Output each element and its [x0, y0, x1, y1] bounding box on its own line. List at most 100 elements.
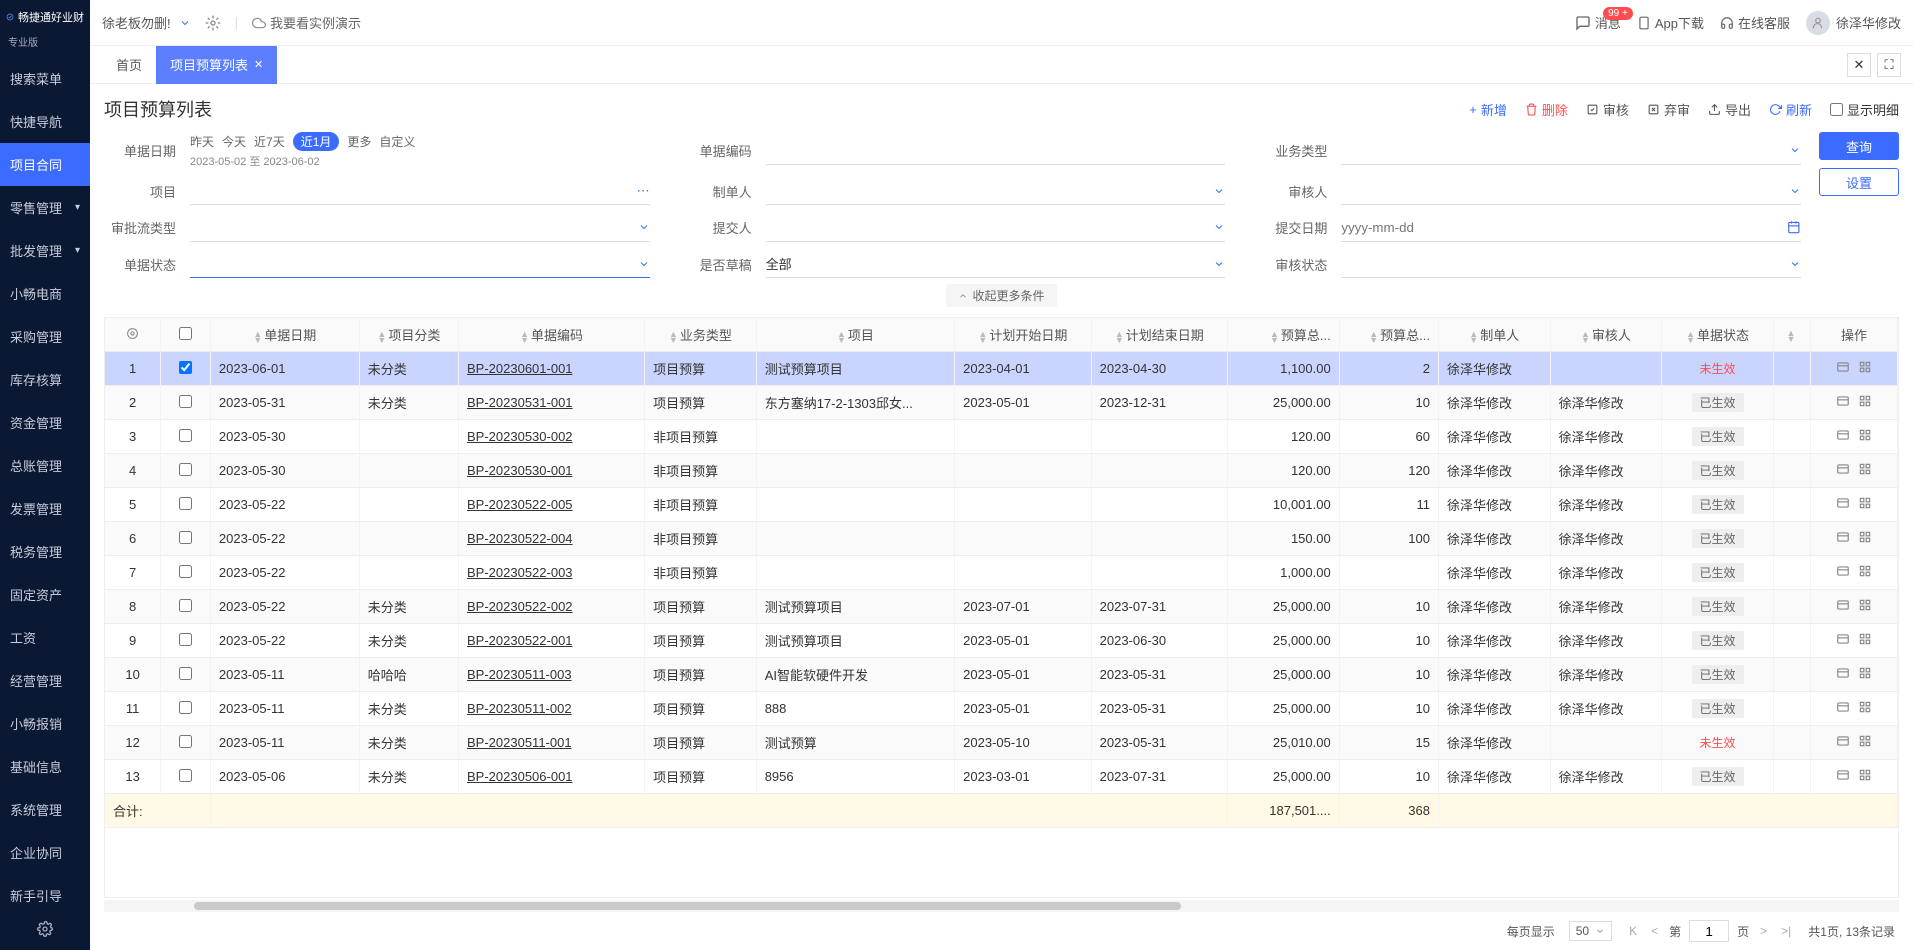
tabs-close-all[interactable]: ✕ [1847, 53, 1871, 77]
cell-code[interactable]: BP-20230522-003 [459, 556, 645, 590]
row-checkbox[interactable] [179, 429, 192, 442]
view-icon[interactable] [1836, 462, 1850, 476]
view-icon[interactable] [1836, 666, 1850, 680]
table-row[interactable]: 7 2023-05-22 BP-20230522-003 非项目预算 1,000… [105, 556, 1898, 590]
gear-icon[interactable] [205, 15, 221, 31]
draft-select[interactable]: 全部 [766, 250, 1226, 278]
biztype-select[interactable] [1341, 137, 1801, 165]
table-row[interactable]: 6 2023-05-22 BP-20230522-004 非项目预算 150.0… [105, 522, 1898, 556]
cell-code[interactable]: BP-20230511-001 [459, 726, 645, 760]
cell-code[interactable]: BP-20230531-001 [459, 386, 645, 420]
more-icon[interactable] [1858, 598, 1872, 612]
cell-code[interactable]: BP-20230511-003 [459, 658, 645, 692]
row-checkbox[interactable] [179, 701, 192, 714]
flowtype-select[interactable] [190, 214, 650, 242]
col-category[interactable]: ▲▼项目分类 [359, 318, 458, 352]
sidebar-item-2[interactable]: 项目合同 [0, 143, 90, 186]
table-row[interactable]: 12 2023-05-11 未分类 BP-20230511-001 项目预算 测… [105, 726, 1898, 760]
sidebar-item-10[interactable]: 发票管理 [0, 487, 90, 530]
col-auditor[interactable]: ▲▼审核人 [1550, 318, 1662, 352]
config-button[interactable]: 设置 [1819, 168, 1899, 196]
docstatus-select[interactable] [190, 250, 650, 278]
more-icon[interactable] [1858, 360, 1872, 374]
row-checkbox[interactable] [179, 565, 192, 578]
col-ext[interactable]: ▲▼ [1773, 318, 1810, 352]
company-selector[interactable]: 徐老板勿删! [102, 13, 191, 32]
col-date[interactable]: ▲▼单据日期 [210, 318, 359, 352]
project-select[interactable]: ⋯ [190, 177, 650, 205]
tabs-expand[interactable]: ⛶ [1877, 53, 1901, 77]
row-checkbox[interactable] [179, 395, 192, 408]
cell-code[interactable]: BP-20230530-001 [459, 454, 645, 488]
app-download-button[interactable]: App下载 [1637, 13, 1704, 32]
close-icon[interactable]: ✕ [254, 58, 263, 71]
sidebar-item-1[interactable]: 快捷导航 [0, 100, 90, 143]
col-biztype[interactable]: ▲▼业务类型 [645, 318, 757, 352]
sidebar-item-3[interactable]: 零售管理▾ [0, 186, 90, 229]
doc-code-input[interactable] [766, 137, 1226, 165]
date-quick-更多[interactable]: 更多 [347, 133, 371, 150]
refresh-button[interactable]: 刷新 [1769, 100, 1812, 119]
view-icon[interactable] [1836, 530, 1850, 544]
sidebar-item-15[interactable]: 小畅报销 [0, 702, 90, 745]
collapse-filters[interactable]: 收起更多条件 [946, 284, 1056, 307]
col-checkbox-all[interactable] [161, 318, 211, 352]
abandon-button[interactable]: 弃审 [1647, 100, 1690, 119]
tab-budget-list[interactable]: 项目预算列表 ✕ [156, 46, 277, 84]
col-project[interactable]: ▲▼项目 [756, 318, 954, 352]
more-icon[interactable] [1858, 564, 1872, 578]
page-first[interactable]: K [1626, 924, 1640, 938]
page-input[interactable] [1689, 920, 1729, 942]
sidebar-item-8[interactable]: 资金管理 [0, 401, 90, 444]
sidebar-item-18[interactable]: 企业协同 [0, 831, 90, 874]
col-count[interactable]: ▲▼预算总... [1339, 318, 1438, 352]
table-row[interactable]: 8 2023-05-22 未分类 BP-20230522-002 项目预算 测试… [105, 590, 1898, 624]
col-end[interactable]: ▲▼计划结束日期 [1091, 318, 1227, 352]
view-icon[interactable] [1836, 360, 1850, 374]
col-maker[interactable]: ▲▼制单人 [1438, 318, 1550, 352]
date-quick-自定义[interactable]: 自定义 [379, 133, 415, 150]
row-checkbox[interactable] [179, 667, 192, 680]
perpage-select[interactable]: 50 [1569, 921, 1612, 941]
page-last[interactable]: >| [1778, 924, 1794, 938]
more-icon[interactable] [1858, 700, 1872, 714]
row-checkbox[interactable] [179, 599, 192, 612]
table-row[interactable]: 13 2023-05-06 未分类 BP-20230506-001 项目预算 8… [105, 760, 1898, 794]
col-start[interactable]: ▲▼计划开始日期 [955, 318, 1091, 352]
sidebar-item-13[interactable]: 工资 [0, 616, 90, 659]
page-next[interactable]: > [1757, 924, 1770, 938]
tab-home[interactable]: 首页 [102, 46, 156, 84]
cell-code[interactable]: BP-20230522-004 [459, 522, 645, 556]
date-quick-近1月[interactable]: 近1月 [293, 132, 340, 151]
submitdate-input[interactable] [1341, 213, 1787, 241]
view-icon[interactable] [1836, 598, 1850, 612]
more-icon[interactable] [1858, 394, 1872, 408]
add-button[interactable]: +新增 [1469, 100, 1507, 119]
support-button[interactable]: 在线客服 [1720, 13, 1790, 32]
view-icon[interactable] [1836, 428, 1850, 442]
more-icon[interactable] [1858, 768, 1872, 782]
sidebar-item-14[interactable]: 经营管理 [0, 659, 90, 702]
more-icon[interactable] [1858, 530, 1872, 544]
cell-code[interactable]: BP-20230522-002 [459, 590, 645, 624]
row-checkbox[interactable] [179, 361, 192, 374]
cell-code[interactable]: BP-20230506-001 [459, 760, 645, 794]
export-button[interactable]: 导出 [1708, 100, 1751, 119]
more-icon[interactable] [1858, 632, 1872, 646]
messages-button[interactable]: 消息 99 + [1575, 13, 1621, 32]
row-checkbox[interactable] [179, 633, 192, 646]
view-icon[interactable] [1836, 768, 1850, 782]
cell-code[interactable]: BP-20230522-005 [459, 488, 645, 522]
table-row[interactable]: 3 2023-05-30 BP-20230530-002 非项目预算 120.0… [105, 420, 1898, 454]
user-menu[interactable]: 徐泽华修改 [1806, 11, 1901, 35]
more-icon[interactable] [1858, 462, 1872, 476]
cell-code[interactable]: BP-20230522-001 [459, 624, 645, 658]
page-prev[interactable]: < [1648, 924, 1661, 938]
table-row[interactable]: 9 2023-05-22 未分类 BP-20230522-001 项目预算 测试… [105, 624, 1898, 658]
sidebar-item-11[interactable]: 税务管理 [0, 530, 90, 573]
row-checkbox[interactable] [179, 531, 192, 544]
delete-button[interactable]: 删除 [1525, 100, 1568, 119]
more-icon[interactable] [1858, 428, 1872, 442]
row-checkbox[interactable] [179, 769, 192, 782]
more-icon[interactable] [1858, 734, 1872, 748]
